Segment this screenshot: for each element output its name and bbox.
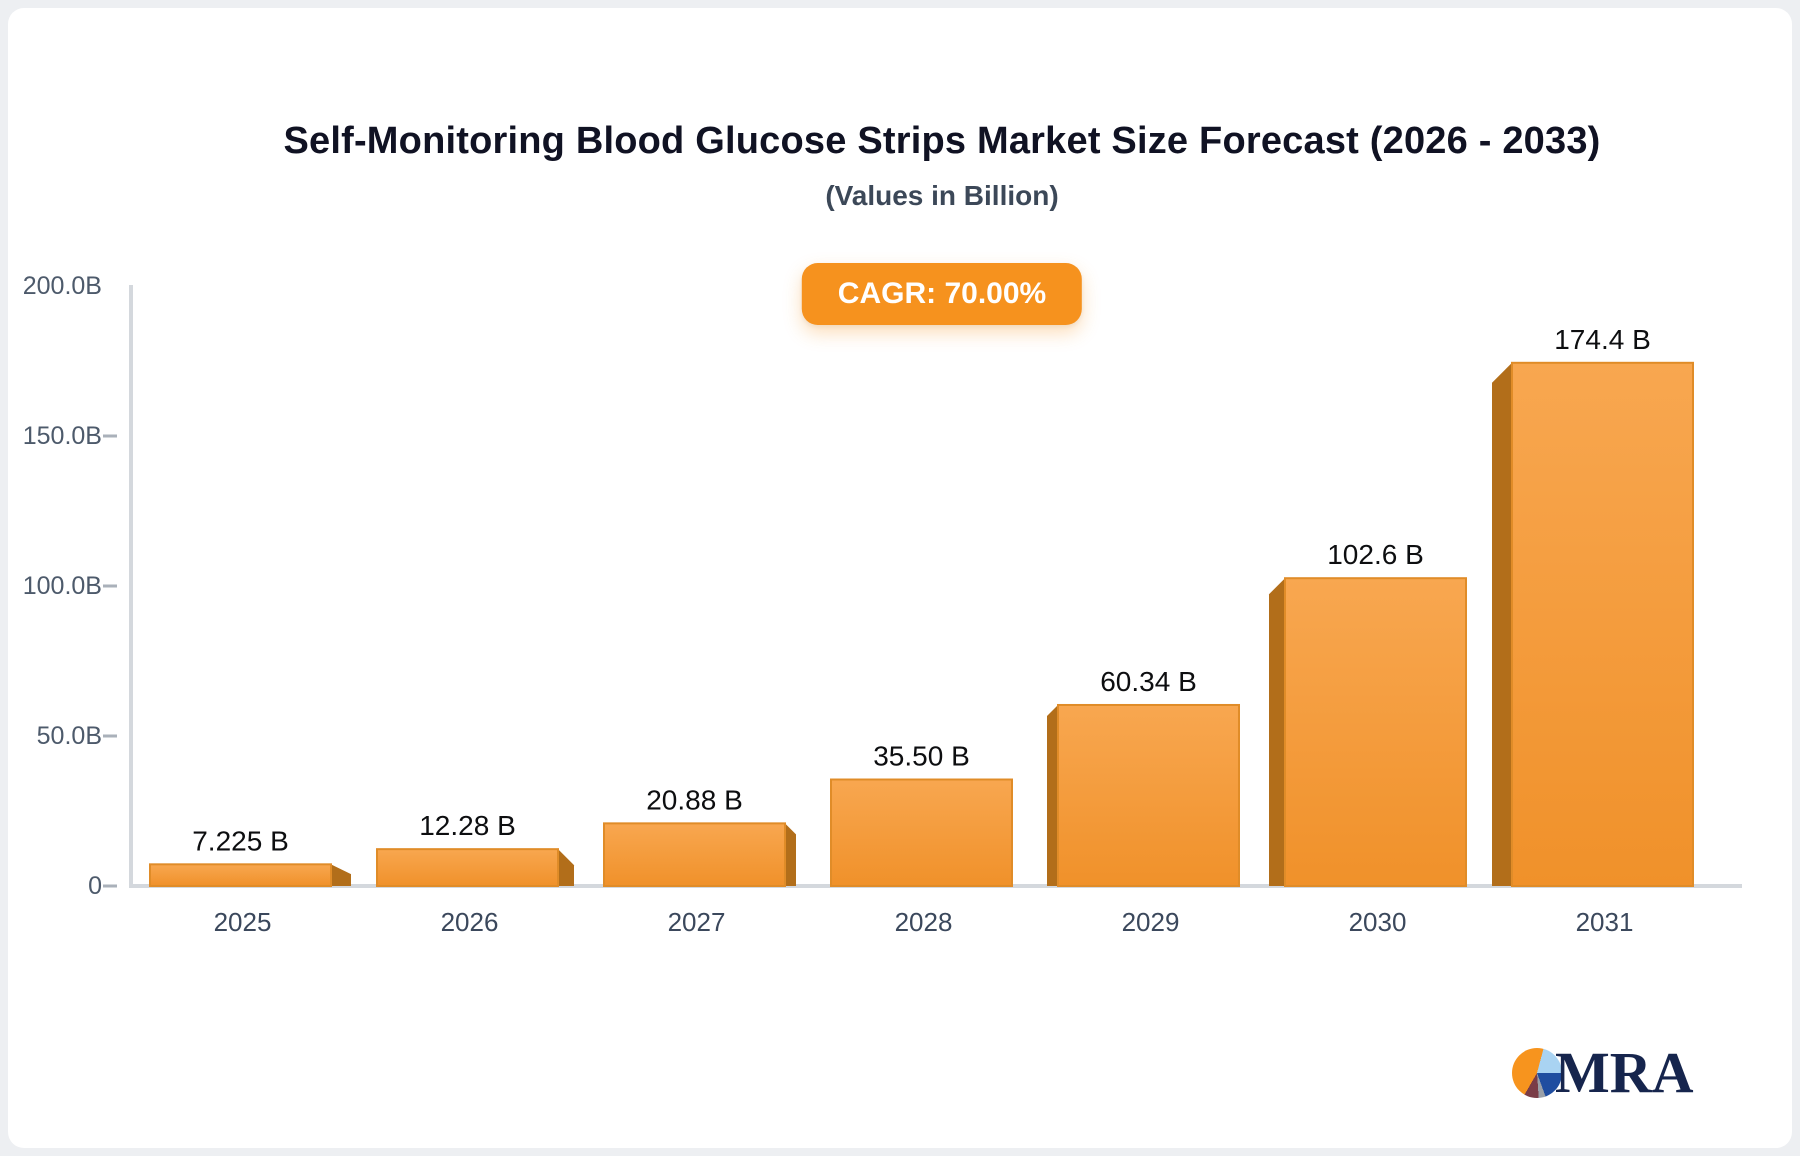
bar-value-label: 12.28 B xyxy=(419,810,516,841)
x-category-label: 2029 xyxy=(1122,907,1180,937)
bar-value-label: 35.50 B xyxy=(873,741,970,772)
mra-logo: MRA xyxy=(1512,1040,1694,1105)
bar-side xyxy=(785,823,796,886)
cagr-badge: CAGR: 70.00% xyxy=(801,263,1083,325)
bar-face xyxy=(830,778,1013,887)
y-tick-label: 50.0B xyxy=(37,722,102,750)
bar-side xyxy=(1047,704,1058,886)
x-category-label: 2030 xyxy=(1349,907,1407,937)
bar-face xyxy=(376,848,559,887)
bar-side xyxy=(1269,578,1285,886)
x-category-label: 2027 xyxy=(668,907,726,937)
bar-face xyxy=(1511,361,1694,887)
bar-value-label: 7.225 B xyxy=(192,825,289,856)
bar-side xyxy=(1492,362,1512,886)
x-category-label: 2026 xyxy=(441,907,499,937)
y-tick-label: 150.0B xyxy=(23,422,102,450)
mra-logo-text: MRA xyxy=(1555,1040,1694,1105)
bar-face xyxy=(1284,577,1467,887)
y-tick-label: 100.0B xyxy=(23,572,102,600)
bar-side xyxy=(558,849,574,886)
bar-value-label: 60.34 B xyxy=(1100,666,1197,697)
pie-chart-logo-icon xyxy=(1512,1048,1562,1098)
x-category-label: 2025 xyxy=(214,907,272,937)
bar-face xyxy=(603,822,786,887)
x-category-label: 2031 xyxy=(1576,907,1634,937)
bar-value-label: 102.6 B xyxy=(1327,539,1424,570)
bar-face xyxy=(1057,703,1240,887)
page-title: Self-Monitoring Blood Glucose Strips Mar… xyxy=(283,120,1601,162)
bar-value-label: 20.88 B xyxy=(646,784,743,815)
y-tick-label: 200.0B xyxy=(23,272,102,300)
bar-face xyxy=(149,863,332,888)
y-tick-label: 0 xyxy=(88,872,102,900)
x-category-label: 2028 xyxy=(895,907,953,937)
page-subtitle: (Values in Billion) xyxy=(825,180,1059,211)
bar-value-label: 174.4 B xyxy=(1554,324,1651,355)
bar-side xyxy=(331,864,351,886)
